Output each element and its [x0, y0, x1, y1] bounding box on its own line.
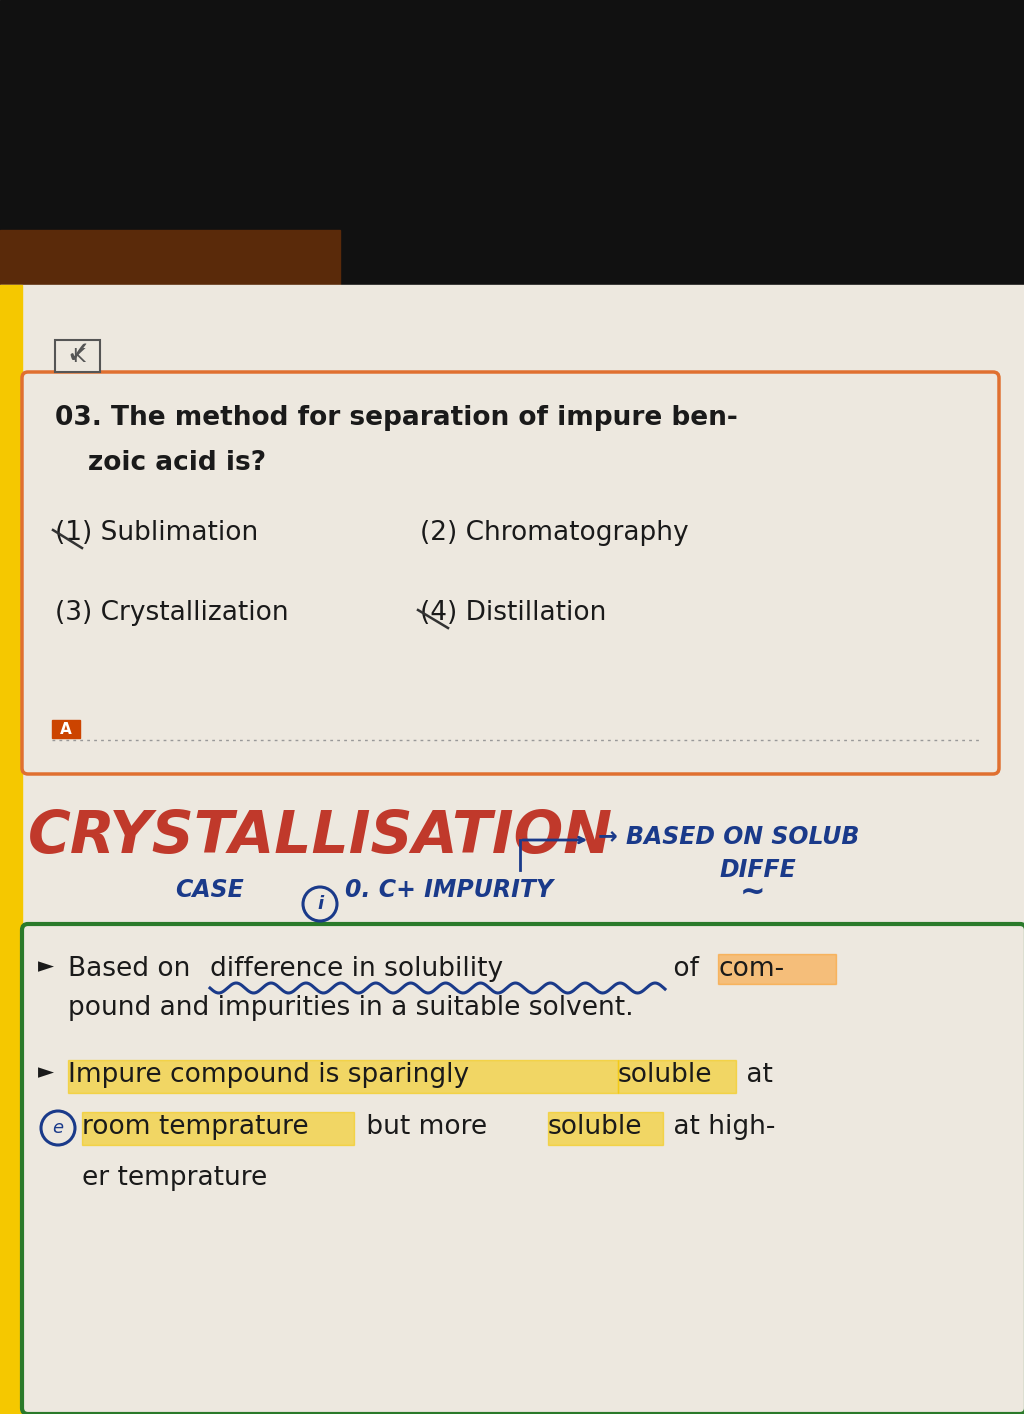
Text: (4) Distillation: (4) Distillation [420, 600, 606, 626]
Bar [68, 1060, 618, 1093]
Text: difference in solubility: difference in solubility [210, 956, 503, 981]
Text: A: A [60, 721, 72, 737]
Text: (1) Sublimation: (1) Sublimation [55, 520, 258, 546]
Bar [0, 0, 1024, 310]
Text: soluble: soluble [618, 1062, 713, 1087]
Text: at: at [738, 1062, 773, 1087]
Text: K: K [72, 348, 84, 366]
Bar [0, 286, 22, 1414]
Bar [0, 230, 340, 315]
Text: → BASED ON SOLUB: → BASED ON SOLUB [598, 824, 859, 848]
Text: (2) Chromatography: (2) Chromatography [420, 520, 688, 546]
Text: Based on: Based on [68, 956, 199, 981]
Text: i: i [317, 895, 323, 913]
Text: (3) Crystallization: (3) Crystallization [55, 600, 289, 626]
Text: of: of [665, 956, 708, 981]
Bar [52, 720, 80, 738]
Text: zoic acid is?: zoic acid is? [88, 450, 266, 477]
Text: 03. The method for separation of impure ben-: 03. The method for separation of impure … [55, 404, 737, 431]
Text: but more: but more [358, 1114, 496, 1140]
Text: ►: ► [38, 1062, 54, 1082]
Text: DIFFE: DIFFE [720, 858, 797, 882]
Text: at high-: at high- [665, 1114, 775, 1140]
Text: com-: com- [718, 956, 784, 981]
Bar [718, 954, 836, 984]
Text: CASE: CASE [175, 878, 244, 902]
FancyBboxPatch shape [22, 923, 1024, 1414]
Text: 0. C+ IMPURITY: 0. C+ IMPURITY [345, 878, 553, 902]
Bar [82, 1111, 354, 1145]
Bar [548, 1111, 663, 1145]
Text: pound and impurities in a suitable solvent.: pound and impurities in a suitable solve… [68, 995, 634, 1021]
Text: ►: ► [38, 956, 54, 976]
Text: ✓: ✓ [66, 341, 91, 369]
FancyBboxPatch shape [22, 372, 999, 773]
Bar [0, 286, 1024, 1414]
Text: CRYSTALLISATION: CRYSTALLISATION [28, 807, 613, 865]
Text: Impure compound is sparingly: Impure compound is sparingly [68, 1062, 477, 1087]
Text: ~: ~ [740, 878, 766, 906]
Bar [55, 339, 100, 372]
Text: soluble: soluble [548, 1114, 642, 1140]
Text: er temprature: er temprature [82, 1165, 267, 1191]
Bar [618, 1060, 736, 1093]
Text: room temprature: room temprature [82, 1114, 308, 1140]
Text: e: e [52, 1118, 63, 1137]
